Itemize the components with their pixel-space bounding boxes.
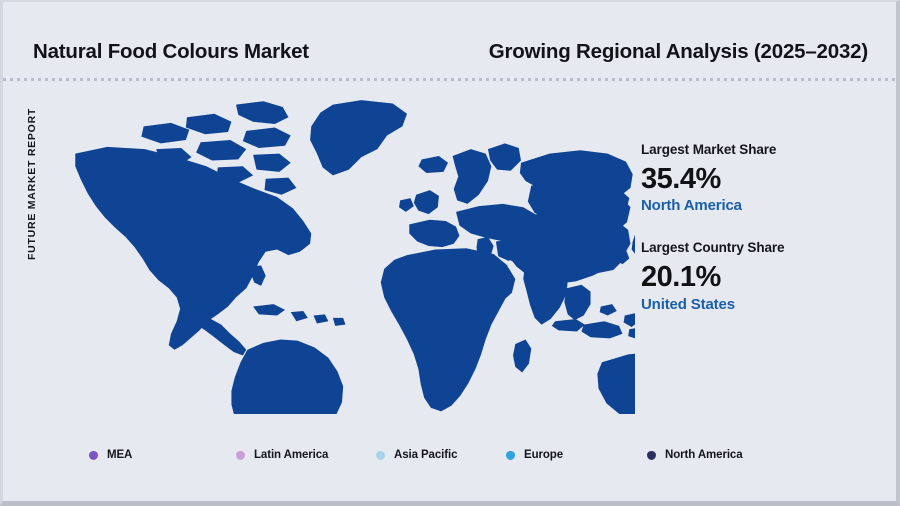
header-bar: Natural Food Colours Market Growing Regi… bbox=[3, 2, 896, 81]
legend-label-mea: MEA bbox=[107, 449, 133, 461]
stat-value-market-share: 35.4% bbox=[641, 163, 721, 195]
legend-item-asia-pacific[interactable]: Asia Pacific bbox=[376, 449, 506, 461]
legend-item-north-america[interactable]: North America bbox=[647, 449, 743, 461]
legend-label-latin-america: Latin America bbox=[254, 449, 329, 461]
diamond-marker-icon bbox=[376, 450, 385, 460]
legend-label-north-america: North America bbox=[665, 449, 743, 461]
legend-item-europe[interactable]: Europe bbox=[506, 449, 647, 461]
stat-value-country-share: 20.1% bbox=[641, 261, 721, 294]
diamond-marker-icon bbox=[89, 450, 98, 460]
page-title: Natural Food Colours Market bbox=[33, 40, 309, 63]
diamond-marker-icon bbox=[236, 450, 245, 460]
legend-label-asia-pacific: Asia Pacific bbox=[394, 449, 458, 461]
map-legend: MEA Latin America Asia Pacific Europe No… bbox=[89, 449, 809, 461]
brand-vertical-label: FUTURE MARKET REPORT bbox=[26, 107, 38, 260]
stat-region-market-share: North America bbox=[641, 197, 742, 215]
stat-block-country-share: Largest Country Share 20.1% United State… bbox=[641, 240, 881, 312]
stat-label-country-share: Largest Country Share bbox=[641, 240, 785, 256]
stats-panel: Largest Market Share 35.4% North America… bbox=[641, 142, 881, 339]
legend-label-europe: Europe bbox=[524, 449, 564, 461]
stat-block-market-share: Largest Market Share 35.4% North America bbox=[641, 142, 881, 214]
diamond-marker-icon bbox=[647, 450, 656, 460]
legend-item-latin-america[interactable]: Latin America bbox=[236, 449, 376, 461]
header-divider bbox=[3, 78, 896, 81]
world-map-container bbox=[65, 94, 635, 414]
diamond-marker-icon bbox=[506, 450, 515, 460]
header-subtitle: Growing Regional Analysis (2025–2032) bbox=[488, 40, 868, 63]
world-map-icon bbox=[75, 100, 635, 414]
stat-region-country-share: United States bbox=[641, 295, 735, 313]
stat-label-market-share: Largest Market Share bbox=[641, 142, 777, 157]
legend-item-mea[interactable]: MEA bbox=[89, 449, 236, 461]
